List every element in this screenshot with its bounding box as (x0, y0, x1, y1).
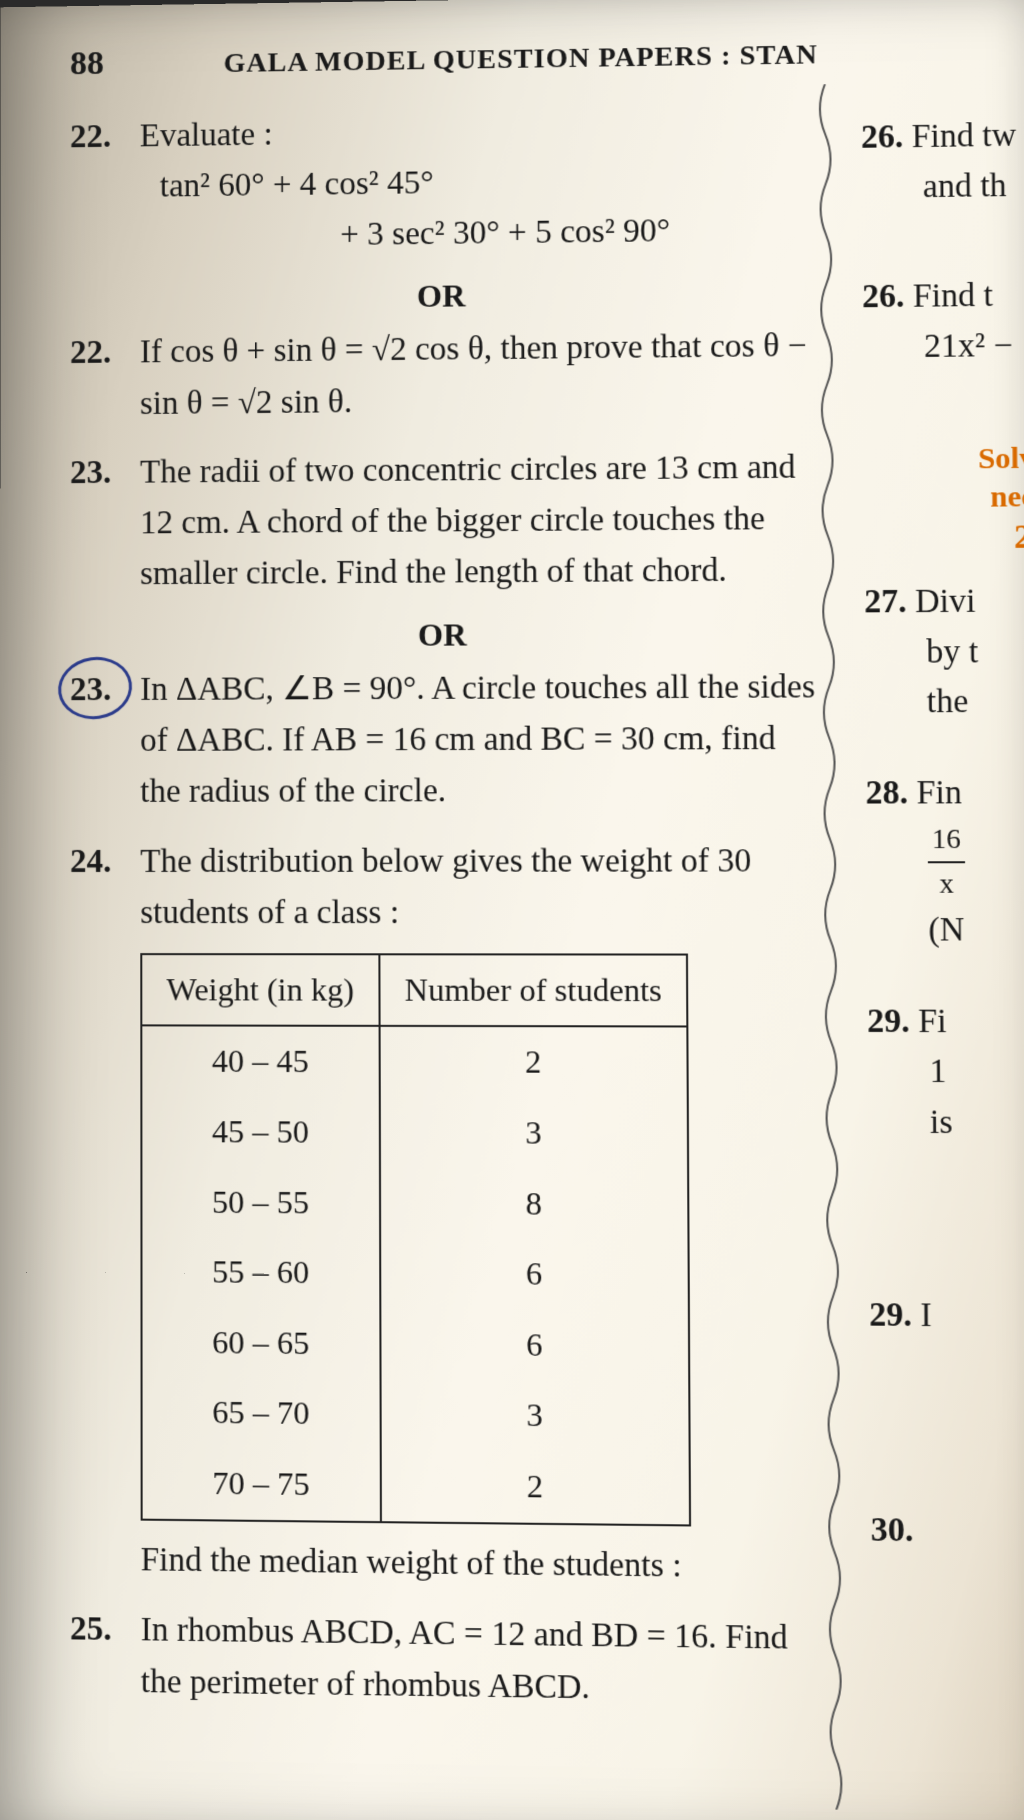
question-24: 24. The distribution below gives the wei… (70, 836, 826, 1595)
question-22a: 22. Evaluate : tan² 60° + 4 cos² 45° + 3… (70, 102, 817, 264)
question-text: sin θ. (273, 384, 353, 421)
question-body: In ΔABC, ∠B = 90°. A circle touches all … (140, 662, 820, 818)
question-body: The distribution below gives the weight … (140, 836, 825, 1595)
page-wrap: 88 GALA MODEL QUESTION PAPERS : STAN 22.… (0, 0, 1024, 1820)
question-text: If cos θ + sin θ = (140, 333, 372, 371)
solve-block: Solve nece 27 (863, 442, 1024, 558)
question-body: In rhombus ABCD, AC = 12 and BD = 16. Fi… (141, 1604, 827, 1717)
fraction-numerator: 16 (928, 819, 965, 864)
question-28-partial: 28. Fin 16 x (N (865, 768, 1024, 956)
table-cell: 3 (380, 1098, 689, 1170)
table-cell: 40 – 45 (141, 1026, 379, 1098)
table-cell: 65 – 70 (142, 1377, 381, 1450)
question-number: 30. (871, 1511, 914, 1548)
partial-text: (N (928, 912, 964, 949)
weight-table: Weight (in kg) Number of students 40 – 4… (140, 953, 691, 1526)
table-cell: 6 (380, 1309, 689, 1382)
question-number-circled: 23. (70, 665, 140, 818)
question-number: 29. (867, 1003, 910, 1040)
partial-text: Find tw (912, 118, 1017, 155)
or-separator: OR (70, 274, 817, 319)
question-text: Find the median weight of the students : (141, 1541, 682, 1584)
table-cell: 60 – 65 (142, 1307, 381, 1379)
left-column: 22. Evaluate : tan² 60° + 4 cos² 45° + 3… (70, 102, 826, 1736)
question-26a-partial: 26. Find tw and th (861, 111, 1024, 213)
question-27-partial: 27. Divi by t the (864, 577, 1024, 728)
table-header: Number of students (379, 954, 687, 1027)
question-number: 27. (864, 584, 907, 621)
question-number: 28. (865, 775, 908, 812)
question-30-partial: 30. (871, 1505, 1024, 1558)
question-text: Evaluate : (140, 117, 273, 154)
partial-text: I (920, 1297, 932, 1334)
question-number: 26. (862, 279, 905, 316)
question-body: If cos θ + sin θ = √2 cos θ, then prove … (140, 321, 818, 429)
table-row: 45 – 503 (141, 1097, 688, 1169)
partial-text: 1 (929, 1053, 946, 1090)
question-body: Evaluate : tan² 60° + 4 cos² 45° + 3 sec… (140, 102, 817, 263)
table-cell: 70 – 75 (142, 1448, 381, 1522)
header-row: 88 GALA MODEL QUESTION PAPERS : STAN (70, 31, 1024, 83)
question-number: 26. (861, 119, 903, 156)
fraction: 16 x (928, 819, 966, 906)
question-26b-partial: 26. Find t 21x² − (862, 271, 1024, 372)
or-separator: OR (70, 615, 819, 656)
question-number: 25. (70, 1604, 141, 1709)
right-column: 26. Find tw and th 26. Find t 21x² − Sol… (861, 111, 1024, 1599)
table-header-row: Weight (in kg) Number of students (141, 954, 687, 1027)
table-cell: 55 – 60 (141, 1237, 380, 1309)
partial-text: by t (926, 634, 978, 671)
table-row: 65 – 703 (142, 1377, 690, 1453)
question-29b-partial: 29. I (869, 1291, 1024, 1343)
table-cell: 6 (380, 1238, 689, 1311)
sqrt-expr: √2 (238, 385, 273, 421)
question-23b: 23. In ΔABC, ∠B = 90°. A circle touches … (70, 662, 820, 818)
question-23a: 23. The radii of two concentric circles … (70, 442, 819, 601)
nece-label: nece (863, 480, 1024, 516)
table-cell: 8 (380, 1168, 689, 1240)
partial-text: Fin (916, 774, 962, 811)
question-body: The radii of two concentric circles are … (140, 442, 819, 600)
table-cell: 45 – 50 (141, 1097, 379, 1168)
partial-text: Divi (915, 583, 976, 620)
table-row: 60 – 656 (142, 1307, 690, 1382)
page-number: 88 (70, 45, 104, 83)
table-row: 50 – 558 (141, 1167, 688, 1240)
sqrt-expr: √2 (372, 332, 407, 368)
question-29a-partial: 29. Fi 1 is (867, 997, 1024, 1149)
book-title: GALA MODEL QUESTION PAPERS : STAN (224, 39, 818, 80)
partial-text: is (930, 1104, 953, 1141)
section-number: 27 (864, 518, 1024, 558)
question-number: 24. (70, 836, 141, 1586)
question-number: 22. (70, 112, 140, 265)
table-cell: 3 (380, 1379, 690, 1453)
table-cell: 2 (379, 1026, 688, 1098)
question-25: 25. In rhombus ABCD, AC = 12 and BD = 16… (70, 1604, 826, 1718)
question-text: The distribution below gives the weight … (140, 843, 751, 931)
partial-expr: 21x² − (924, 327, 1013, 364)
paper-background: 88 GALA MODEL QUESTION PAPERS : STAN 22.… (0, 0, 1024, 1820)
table-row: 40 – 452 (141, 1026, 688, 1099)
table-cell: 2 (381, 1450, 691, 1525)
table-row: 55 – 606 (141, 1237, 689, 1311)
question-number: 22. (70, 328, 140, 430)
partial-text: Find t (913, 278, 993, 315)
fraction-denominator: x (928, 863, 965, 906)
solve-label: Solve (863, 442, 1024, 478)
partial-text: and th (923, 167, 1007, 204)
question-number: 29. (869, 1297, 912, 1334)
table-header: Weight (in kg) (141, 954, 379, 1026)
page-content: 88 GALA MODEL QUESTION PAPERS : STAN 22.… (70, 31, 1024, 1739)
question-number: 23. (70, 448, 140, 601)
partial-text: Fi (918, 1003, 947, 1040)
table-row: 70 – 752 (142, 1448, 691, 1525)
table-cell: 50 – 55 (141, 1167, 380, 1238)
math-expr: + 3 sec² 30° + 5 cos² 90° (340, 213, 670, 253)
question-22b: 22. If cos θ + sin θ = √2 cos θ, then pr… (70, 321, 818, 430)
partial-text: the (927, 684, 969, 721)
math-expr: tan² 60° + 4 cos² 45° (160, 165, 434, 204)
